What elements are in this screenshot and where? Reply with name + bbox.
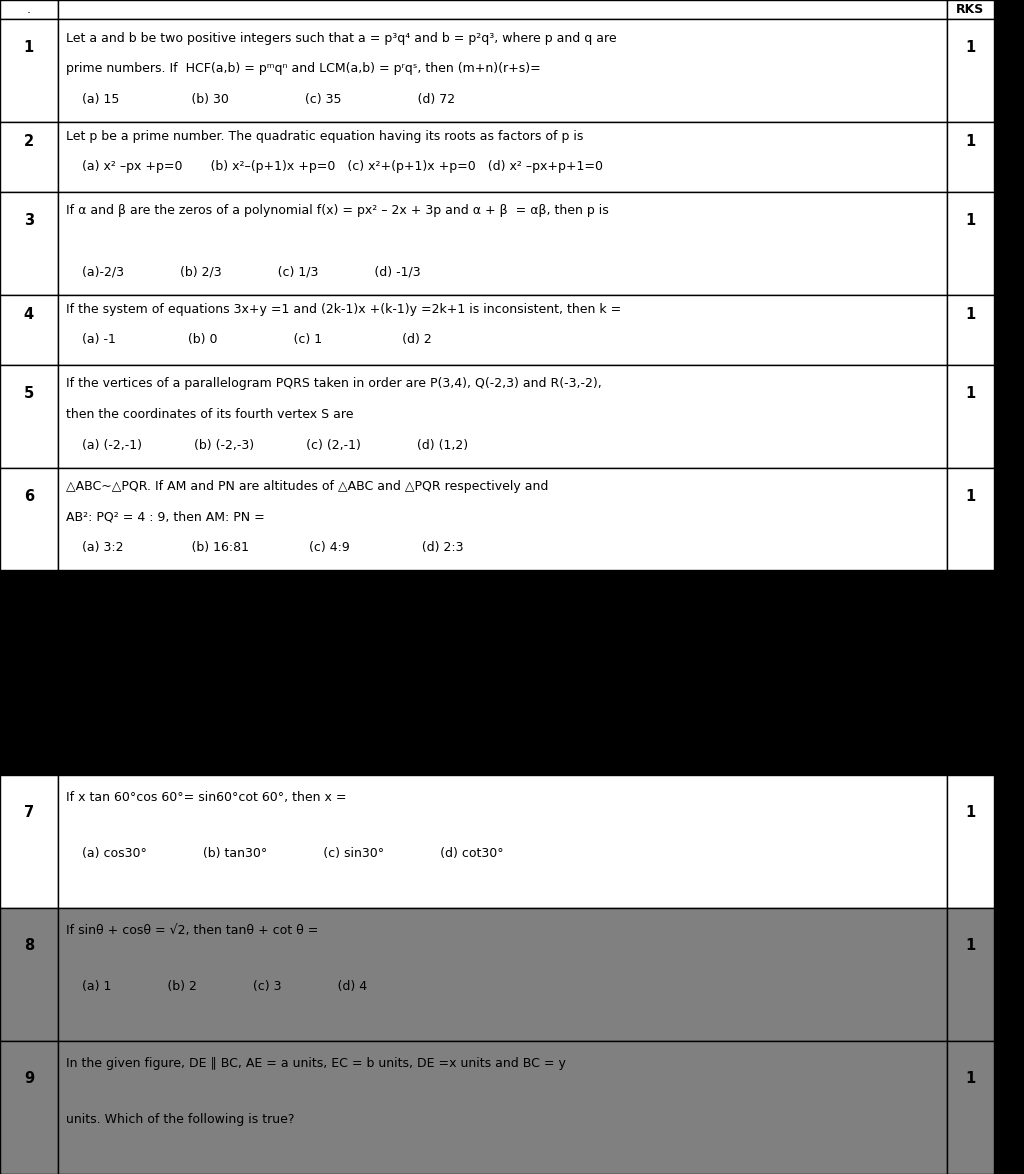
Text: (a) -1                  (b) 0                   (c) 1                    (d) 2: (a) -1 (b) 0 (c) 1 (d) 2 — [66, 332, 431, 345]
Bar — [946, 295, 994, 365]
Text: 6: 6 — [24, 488, 34, 504]
Bar — [946, 19, 994, 122]
Bar — [57, 365, 946, 467]
Bar — [946, 775, 994, 908]
Bar — [946, 193, 994, 295]
Text: units. Which of the following is true?: units. Which of the following is true? — [66, 1113, 294, 1126]
Text: 3: 3 — [24, 214, 34, 228]
Text: 7: 7 — [24, 804, 34, 819]
Text: 4: 4 — [24, 306, 34, 322]
Text: If x tan 60°cos 60°= sin60°cot 60°, then x =: If x tan 60°cos 60°= sin60°cot 60°, then… — [66, 791, 346, 804]
Text: If sinθ + cosθ = √2, then tanθ + cot θ =: If sinθ + cosθ = √2, then tanθ + cot θ = — [66, 924, 318, 937]
Text: In the given figure, DE ∥ BC, AE = a units, EC = b units, DE =x units and BC = y: In the given figure, DE ∥ BC, AE = a uni… — [66, 1057, 565, 1070]
Text: (a) (-2,-1)             (b) (-2,-3)             (c) (2,-1)              (d) (1,2: (a) (-2,-1) (b) (-2,-3) (c) (2,-1) (d) (… — [66, 439, 468, 452]
Text: 1: 1 — [966, 804, 976, 819]
Text: (a) 1              (b) 2              (c) 3              (d) 4: (a) 1 (b) 2 (c) 3 (d) 4 — [66, 980, 367, 993]
Text: 1: 1 — [966, 386, 976, 402]
Bar — [946, 122, 994, 193]
Text: 1: 1 — [966, 40, 976, 55]
Text: 1: 1 — [966, 1071, 976, 1086]
Text: 1: 1 — [966, 214, 976, 228]
Text: 1: 1 — [966, 938, 976, 953]
Bar — [57, 122, 946, 193]
Bar — [57, 1041, 946, 1174]
Bar — [0, 775, 57, 908]
Text: 1: 1 — [24, 40, 34, 55]
Text: (a) 3:2                 (b) 16:81               (c) 4:9                  (d) 2:3: (a) 3:2 (b) 16:81 (c) 4:9 (d) 2:3 — [66, 541, 463, 554]
Bar — [946, 365, 994, 467]
Text: 2: 2 — [24, 134, 34, 149]
Text: If the vertices of a parallelogram PQRS taken in order are P(3,4), Q(-2,3) and R: If the vertices of a parallelogram PQRS … — [66, 377, 601, 390]
Bar — [0, 0, 57, 19]
Text: (a) cos30°              (b) tan30°              (c) sin30°              (d) cot3: (a) cos30° (b) tan30° (c) sin30° (d) cot… — [66, 846, 503, 859]
Text: 8: 8 — [24, 938, 34, 953]
Text: 5: 5 — [24, 386, 34, 402]
Bar — [0, 467, 57, 571]
Text: Let p be a prime number. The quadratic equation having its roots as factors of p: Let p be a prime number. The quadratic e… — [66, 130, 583, 143]
Bar — [57, 467, 946, 571]
Bar — [57, 908, 946, 1041]
Text: △ABC~△PQR. If AM and PN are altitudes of △ABC and △PQR respectively and: △ABC~△PQR. If AM and PN are altitudes of… — [66, 480, 548, 493]
Text: prime numbers. If  HCF(a,b) = pᵐqⁿ and LCM(a,b) = pʳqˢ, then (m+n)(r+s)=: prime numbers. If HCF(a,b) = pᵐqⁿ and LC… — [66, 62, 541, 75]
Bar — [57, 193, 946, 295]
Bar — [0, 908, 57, 1041]
Bar — [0, 1041, 57, 1174]
Bar — [0, 193, 57, 295]
Text: (a) 15                  (b) 30                   (c) 35                   (d) 72: (a) 15 (b) 30 (c) 35 (d) 72 — [66, 93, 455, 106]
Text: If α and β are the zeros of a polynomial f(x) = px² – 2x + 3p and α + β  = αβ, t: If α and β are the zeros of a polynomial… — [66, 204, 608, 217]
Text: 1: 1 — [966, 306, 976, 322]
Bar — [946, 0, 994, 19]
Text: 9: 9 — [24, 1071, 34, 1086]
Text: .: . — [27, 4, 31, 16]
Text: If the system of equations 3x+y =1 and (2k-1)x +(k-1)y =2k+1 is inconsistent, th: If the system of equations 3x+y =1 and (… — [66, 303, 621, 316]
Bar — [0, 365, 57, 467]
Bar — [57, 775, 946, 908]
Text: then the coordinates of its fourth vertex S are: then the coordinates of its fourth verte… — [66, 409, 353, 421]
Bar — [0, 19, 57, 122]
Bar — [946, 467, 994, 571]
Bar — [57, 295, 946, 365]
Text: Let a and b be two positive integers such that a = p³q⁴ and b = p²q³, where p an: Let a and b be two positive integers suc… — [66, 32, 616, 45]
Text: (a) x² –px +p=0       (b) x²–(p+1)x +p=0   (c) x²+(p+1)x +p=0   (d) x² –px+p+1=0: (a) x² –px +p=0 (b) x²–(p+1)x +p=0 (c) x… — [66, 160, 603, 173]
Text: 1: 1 — [966, 488, 976, 504]
Bar — [57, 0, 946, 19]
Bar — [0, 295, 57, 365]
Bar — [946, 908, 994, 1041]
Bar — [57, 19, 946, 122]
Bar — [0, 122, 57, 193]
Bar — [946, 1041, 994, 1174]
Text: 1: 1 — [966, 134, 976, 149]
Text: RKS: RKS — [956, 4, 984, 16]
Text: (a)-2/3              (b) 2/3              (c) 1/3              (d) -1/3: (a)-2/3 (b) 2/3 (c) 1/3 (d) -1/3 — [66, 266, 420, 279]
Text: AB²: PQ² = 4 : 9, then AM: PN =: AB²: PQ² = 4 : 9, then AM: PN = — [66, 511, 264, 524]
